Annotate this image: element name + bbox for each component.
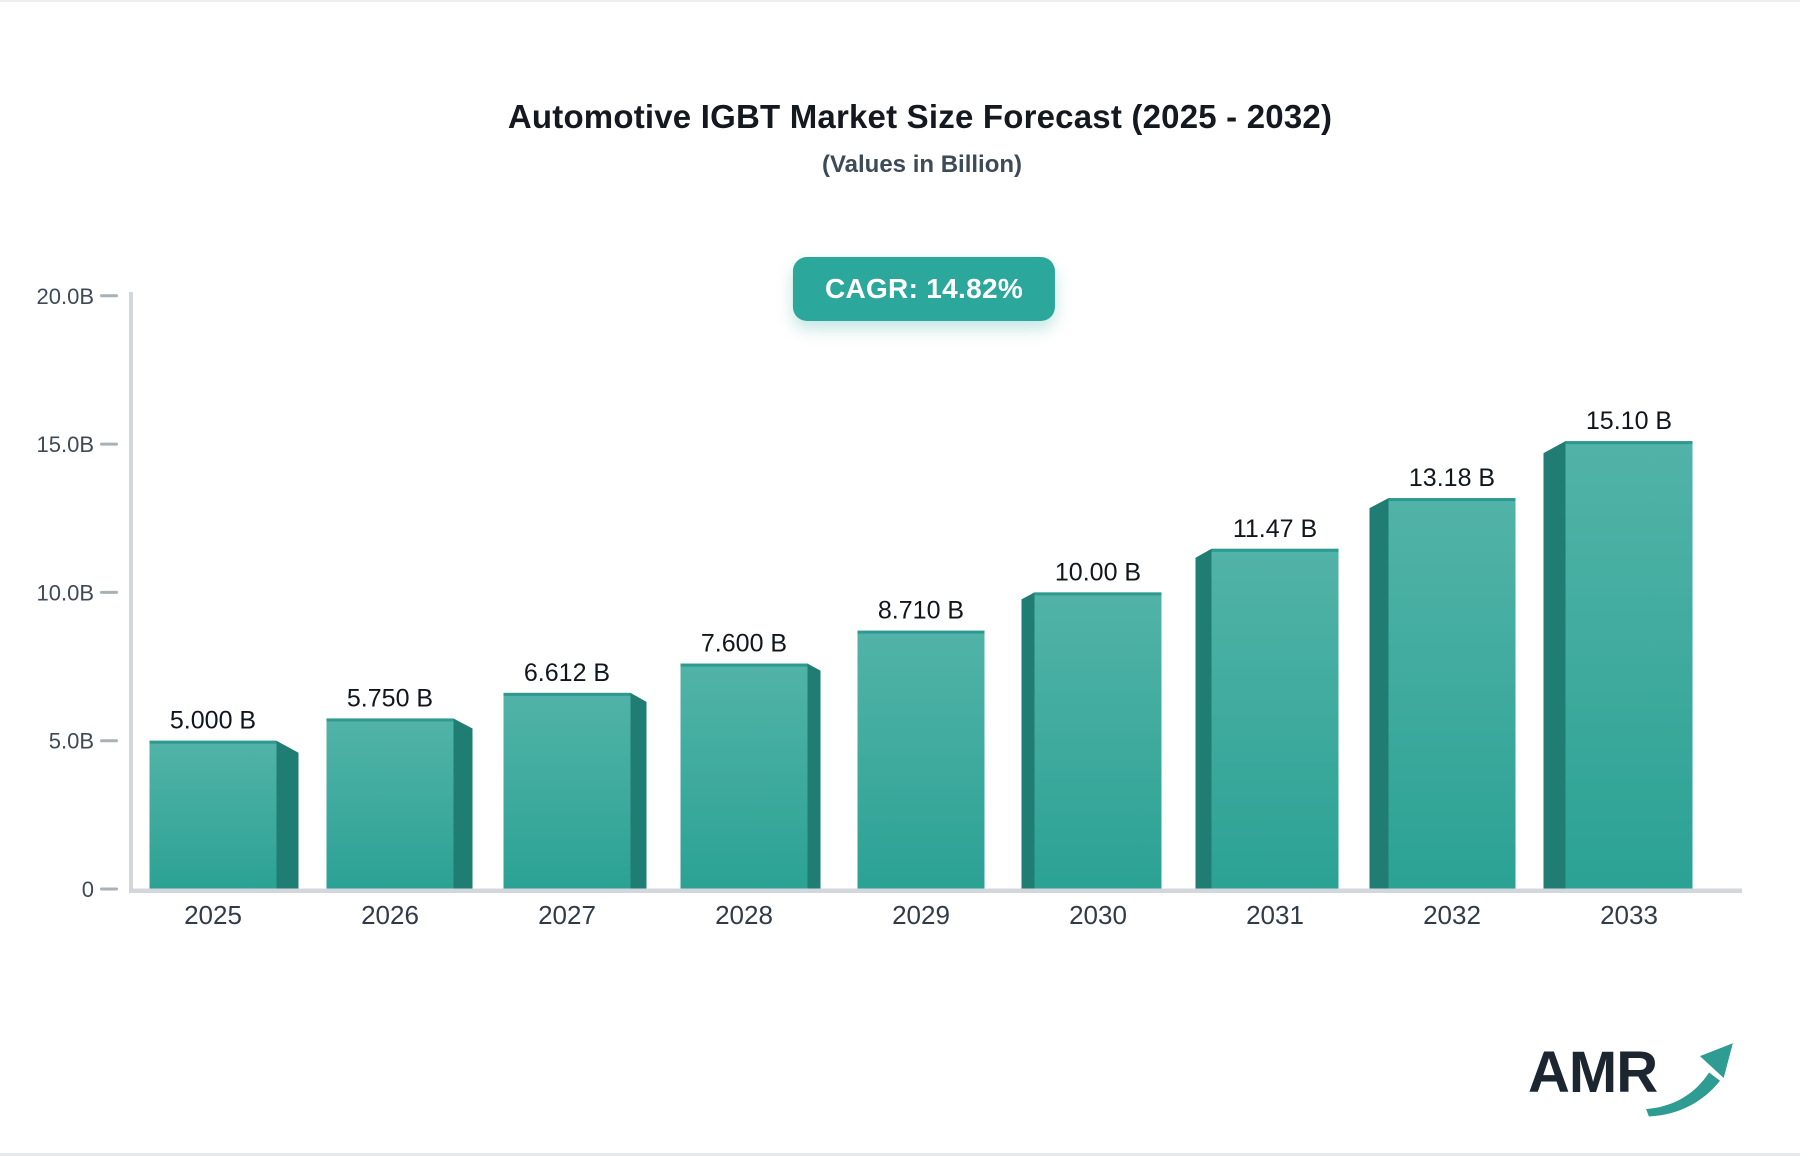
bar-value-label: 8.710 B [878,597,964,625]
x-axis-label: 2026 [361,900,419,930]
bar-side-face [630,692,647,889]
bar-2029 [857,630,985,889]
y-tick-mark [100,739,118,743]
bar-2027 [503,692,631,889]
bar-2032 [1388,498,1516,889]
y-tick-mark [100,590,118,594]
bar-2028 [680,663,808,889]
bar-top-edge [1565,441,1693,445]
bar-side-face [453,718,473,889]
bar-value-label: 6.612 B [524,659,610,687]
bar-2031 [1211,548,1339,889]
x-axis-label: 2033 [1600,900,1658,930]
logo-text: AMR [1528,1040,1658,1105]
bar-value-label: 5.000 B [170,707,256,735]
y-axis-label: 20.0B [37,284,95,309]
chart-title: Automotive IGBT Market Size Forecast (20… [507,98,1333,135]
bar-top-edge [857,630,985,634]
bar-top-edge [149,740,277,744]
chart-subtitle: (Values in Billion) [821,151,1023,178]
bar-value-label: 10.00 B [1055,558,1141,586]
bar-top-edge [503,692,631,696]
bar-chart: 0 5.0B 10.0B 15.0B 20.0B 5.000 B 5.750 B 6.612 … [37,284,1742,930]
x-axis-label: 2030 [1069,900,1127,930]
y-axis-label: 0 [82,877,94,902]
x-axis-line [129,888,1742,893]
bar-2033 [1565,441,1693,889]
x-axis-label: 2028 [715,900,773,930]
y-axis-label: 5.0B [49,729,94,754]
y-tick-mark [100,294,118,298]
bar-top-edge [1388,498,1516,502]
y-axis-label: 10.0B [37,580,95,605]
bar-value-label: 11.47 B [1233,515,1317,543]
bar-top-edge [680,663,808,667]
company-logo: AMR [1528,1034,1768,1124]
x-axis-label: 2027 [538,900,596,930]
bar-top-edge [1211,548,1339,552]
bar-side-face [1195,548,1212,889]
bar-2026 [326,718,454,889]
bar-top-edge [326,718,454,722]
bar-side-face [276,740,299,889]
bar-side-face [1021,592,1035,889]
cagr-badge: CAGR: 14.82% [792,257,1056,321]
x-axis-label: 2025 [184,900,242,930]
y-tick-mark [100,442,118,446]
growth-arrow-icon [1646,1043,1733,1117]
y-axis-label: 15.0B [37,432,95,457]
x-axis-label: 2029 [892,900,950,930]
y-tick-mark [100,887,118,891]
x-axis-label: 2032 [1423,900,1481,930]
y-axis-line [129,292,133,891]
bar-2030 [1034,592,1162,889]
bar-side-face [1543,441,1566,889]
bar-value-label: 5.750 B [347,684,433,712]
bar-side-face [807,663,821,889]
bar-2025 [149,740,277,889]
bar-top-edge [1034,592,1162,596]
bar-value-label: 7.600 B [701,630,787,658]
bar-value-label: 13.18 B [1409,464,1495,492]
bar-side-face [1369,498,1389,889]
bar-value-label: 15.10 B [1586,407,1672,435]
x-axis-label: 2031 [1246,900,1304,930]
